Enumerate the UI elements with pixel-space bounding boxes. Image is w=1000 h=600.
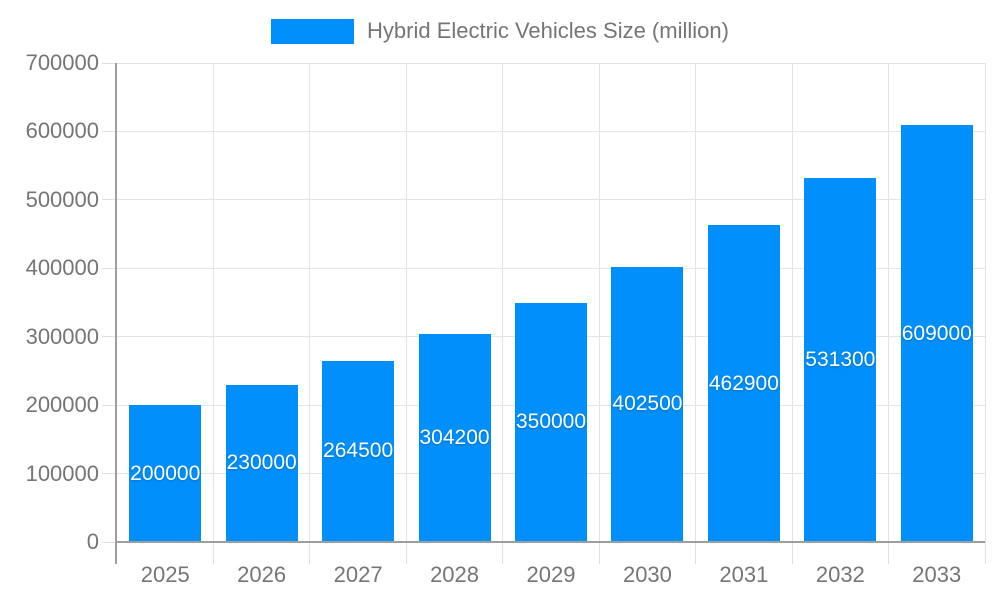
bar-2030[interactable]: 402500	[611, 266, 684, 542]
y-axis-tick	[102, 267, 117, 269]
y-tick-label: 0	[86, 529, 99, 554]
x-tick-label-2028: 2028	[430, 562, 480, 587]
bar-2029[interactable]: 350000	[515, 302, 587, 542]
x-tick-label-2033: 2033	[912, 562, 962, 587]
bar-value-label: 200000	[130, 461, 201, 485]
y-tick-label: 400000	[25, 255, 99, 281]
y-gridline	[117, 267, 985, 269]
x-gridline	[695, 63, 697, 542]
y-axis-tick	[102, 62, 117, 64]
y-tick-label: 600000	[25, 118, 99, 144]
y-gridline	[117, 130, 985, 132]
bar-value-label: 230000	[226, 451, 297, 475]
y-tick-label: 500000	[25, 186, 99, 212]
bar-value-label: 264500	[323, 439, 394, 463]
bar-2027[interactable]: 264500	[322, 361, 395, 542]
legend-label: Hybrid Electric Vehicles Size (million)	[367, 18, 729, 43]
x-axis-tick	[791, 542, 793, 564]
x-tick-label-2027: 2027	[333, 562, 383, 587]
x-tick-label-2032: 2032	[815, 562, 865, 587]
x-gridline	[212, 63, 214, 542]
legend-swatch	[271, 18, 355, 44]
y-tick-label: 700000	[25, 50, 99, 75]
x-tick-label-2031: 2031	[719, 562, 769, 587]
x-tick-label-2029: 2029	[526, 562, 576, 587]
x-gridline	[598, 63, 600, 542]
bar-value-label: 609000	[901, 321, 972, 345]
x-gridline	[791, 63, 793, 542]
x-axis-tick	[502, 542, 504, 564]
y-axis-tick	[102, 473, 117, 475]
x-gridline	[405, 63, 407, 542]
x-axis-tick	[888, 542, 890, 564]
legend[interactable]: Hybrid Electric Vehicles Size (million)	[0, 18, 1000, 44]
x-axis-line	[117, 541, 985, 543]
bar-value-label: 462900	[708, 371, 779, 395]
y-tick-label: 100000	[25, 460, 99, 486]
x-tick-label-2025: 2025	[140, 562, 190, 587]
x-gridline	[502, 63, 504, 542]
y-axis-tick	[102, 199, 117, 201]
bar-2026[interactable]: 230000	[225, 384, 298, 542]
y-axis-tick	[102, 130, 117, 132]
y-tick-label: 300000	[25, 323, 99, 349]
bar-value-label: 402500	[612, 392, 683, 416]
x-tick-label-2030: 2030	[622, 562, 672, 587]
x-gridline	[984, 63, 986, 542]
bar-2028[interactable]: 304200	[418, 333, 491, 542]
bar-value-label: 304200	[419, 425, 490, 449]
x-axis-tick	[695, 542, 697, 564]
x-axis-tick	[598, 542, 600, 564]
bar-2032[interactable]: 531300	[804, 178, 877, 542]
bar-2031[interactable]: 462900	[707, 225, 780, 542]
bar-value-label: 350000	[515, 410, 587, 434]
x-axis-tick	[405, 542, 407, 564]
bar-2025[interactable]: 200000	[129, 405, 202, 542]
bar-2033[interactable]: 609000	[900, 125, 973, 542]
y-axis-tick	[102, 404, 117, 406]
x-axis-tick	[309, 542, 311, 564]
x-axis-tick	[212, 542, 214, 564]
y-gridline	[117, 62, 985, 64]
y-axis-tick	[102, 336, 117, 338]
x-gridline	[888, 63, 890, 542]
y-axis-tick	[102, 541, 117, 543]
x-axis-tick	[984, 542, 986, 564]
bar-value-label: 531300	[805, 348, 876, 372]
y-gridline	[117, 199, 985, 201]
y-axis-line	[115, 63, 117, 564]
x-gridline	[309, 63, 311, 542]
y-tick-label: 200000	[25, 392, 99, 418]
x-tick-label-2026: 2026	[237, 562, 287, 587]
